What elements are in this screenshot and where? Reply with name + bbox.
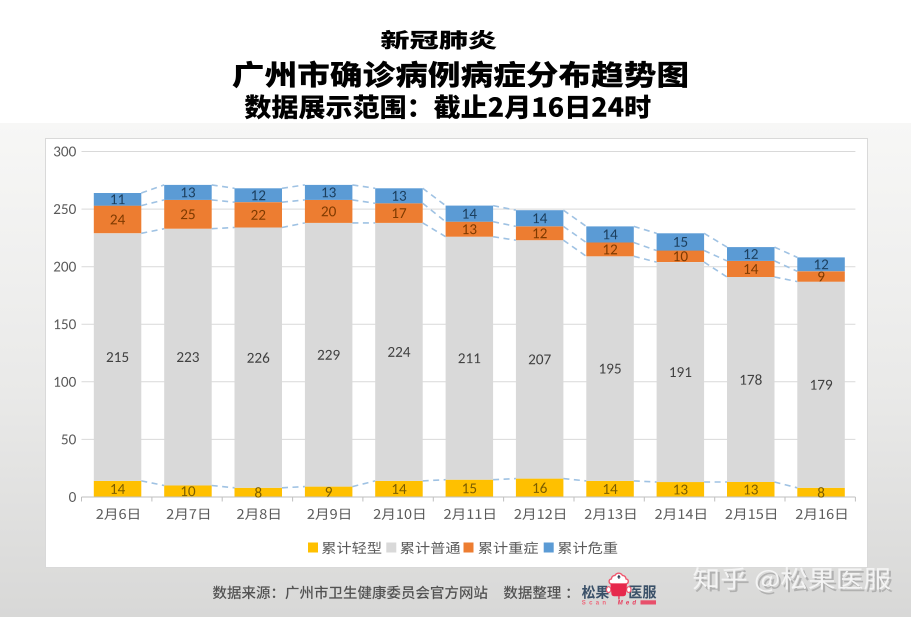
svg-text:Med: Med [618,601,639,607]
svg-text:Scan: Scan [582,601,610,607]
